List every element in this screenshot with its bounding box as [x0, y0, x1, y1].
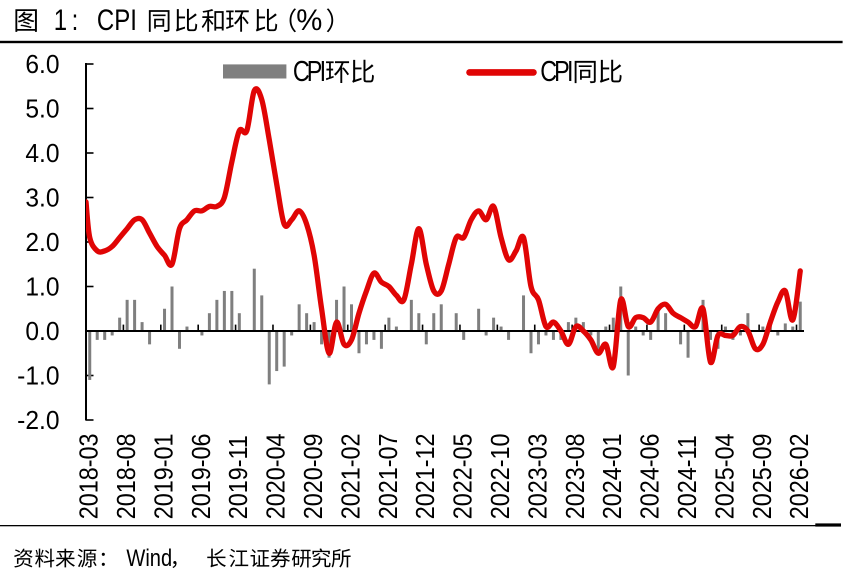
svg-text:2019-01: 2019-01: [150, 433, 178, 519]
svg-text:2023-08: 2023-08: [562, 433, 590, 519]
svg-text:1.0: 1.0: [25, 273, 59, 302]
svg-text:P: P: [554, 55, 570, 88]
svg-text:1: 1: [54, 4, 67, 37]
svg-text:I: I: [567, 55, 574, 88]
svg-text:2025-09: 2025-09: [749, 433, 777, 519]
svg-text:3.0: 3.0: [25, 184, 59, 213]
svg-text:Wind: Wind: [126, 544, 172, 571]
svg-text:CPI: CPI: [97, 4, 137, 37]
svg-text:2021-12: 2021-12: [412, 433, 440, 519]
svg-text:6.0: 6.0: [25, 50, 59, 79]
svg-text:4.0: 4.0: [25, 139, 59, 168]
svg-text:2018-08: 2018-08: [113, 433, 141, 519]
svg-text:2025-04: 2025-04: [711, 433, 739, 519]
svg-text:I: I: [320, 55, 327, 88]
svg-text:2019-11: 2019-11: [225, 435, 253, 519]
svg-text:2.0: 2.0: [25, 228, 59, 257]
svg-text:2019-06: 2019-06: [188, 433, 216, 519]
svg-text::: :: [72, 4, 79, 37]
svg-text:-2.0: -2.0: [17, 406, 59, 435]
svg-text:2024-06: 2024-06: [637, 433, 665, 519]
svg-text:2023-03: 2023-03: [524, 433, 552, 519]
svg-text:2020-09: 2020-09: [300, 433, 328, 519]
svg-text:0.0: 0.0: [25, 317, 59, 346]
svg-text:2026-02: 2026-02: [786, 433, 814, 519]
svg-text:2024-11: 2024-11: [674, 435, 702, 519]
svg-text:C: C: [540, 55, 557, 88]
svg-text:C: C: [293, 55, 310, 88]
svg-text:2022-10: 2022-10: [487, 433, 515, 519]
svg-text:5.0: 5.0: [25, 95, 59, 124]
svg-text:2021-07: 2021-07: [375, 433, 403, 519]
svg-text:2024-01: 2024-01: [599, 433, 627, 519]
svg-text:2020-04: 2020-04: [263, 433, 291, 519]
svg-text:-1.0: -1.0: [17, 362, 59, 391]
svg-text:2018-03: 2018-03: [76, 433, 104, 519]
svg-text:P: P: [307, 55, 323, 88]
svg-text:2022-05: 2022-05: [450, 433, 478, 519]
svg-text:2021-02: 2021-02: [337, 433, 365, 519]
svg-text:%: %: [296, 4, 322, 37]
